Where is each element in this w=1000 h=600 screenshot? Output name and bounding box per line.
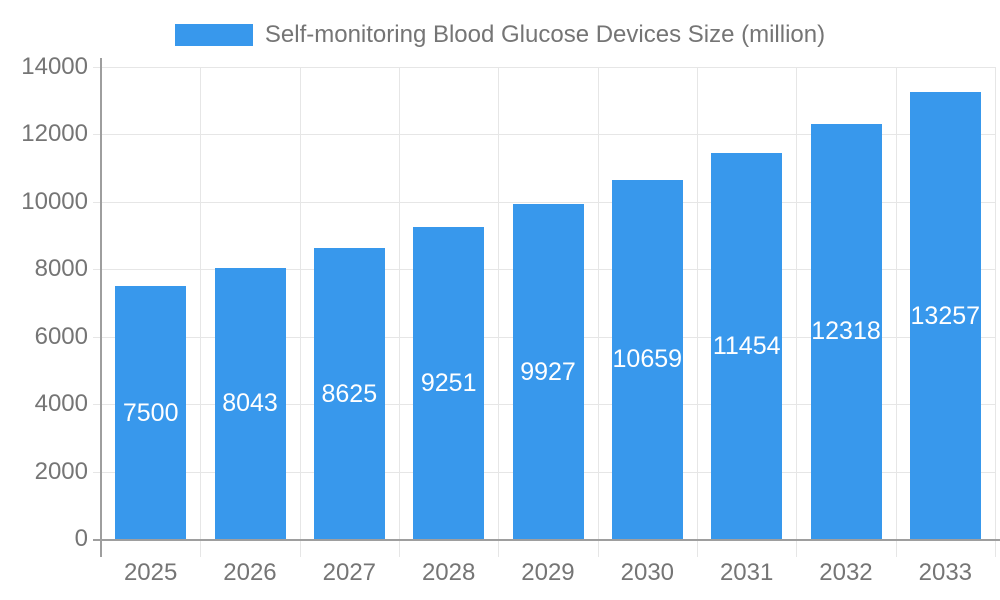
bar[interactable] <box>512 204 584 539</box>
y-tick-label: 6000 <box>34 323 88 350</box>
x-gridline <box>598 67 599 539</box>
y-tick-label: 0 <box>74 525 88 552</box>
bar-value-label: 11454 <box>712 331 781 360</box>
legend-series-label: Self-monitoring Blood Glucose Devices Si… <box>264 21 826 48</box>
x-gridline <box>995 67 996 539</box>
legend: Self-monitoring Blood Glucose Devices Si… <box>0 20 1000 50</box>
bar-value-label: 8625 <box>321 379 378 408</box>
x-tick-label: 2030 <box>620 559 675 586</box>
y-tick-label: 12000 <box>21 120 88 147</box>
x-gridline <box>300 67 301 539</box>
x-tick-label: 2028 <box>421 559 476 586</box>
y-tick-label: 10000 <box>21 188 88 215</box>
x-axis-tick <box>598 541 599 557</box>
bar-value-label: 9251 <box>420 369 477 398</box>
x-axis-line <box>93 539 1000 541</box>
bar[interactable] <box>611 179 683 539</box>
x-gridline <box>896 67 897 539</box>
legend-swatch <box>174 24 253 46</box>
x-axis-tick <box>796 541 797 557</box>
y-tick-label: 4000 <box>34 390 88 417</box>
bar-value-label: 9927 <box>520 357 576 386</box>
bar-value-label: 12318 <box>811 317 881 346</box>
bar[interactable] <box>313 248 385 539</box>
x-tick-label: 2032 <box>819 559 873 586</box>
y-tick-label: 8000 <box>34 255 88 282</box>
y-gridline <box>93 134 995 135</box>
x-axis-tick <box>896 541 897 557</box>
bar-value-label: 10659 <box>612 345 683 374</box>
y-tick-label: 2000 <box>34 458 88 485</box>
y-tick-label: 14000 <box>21 53 88 80</box>
x-axis-tick <box>200 541 201 557</box>
bar[interactable] <box>909 92 981 539</box>
x-axis-tick <box>498 541 499 557</box>
x-axis-tick <box>995 541 996 557</box>
x-tick-label: 2027 <box>322 559 377 586</box>
x-gridline <box>697 67 698 539</box>
bar[interactable] <box>810 123 882 539</box>
x-tick-label: 2033 <box>918 559 973 586</box>
x-gridline <box>200 67 201 539</box>
bar-value-label: 7500 <box>122 398 179 427</box>
bar-value-label: 13257 <box>910 301 981 330</box>
x-gridline <box>399 67 400 539</box>
x-tick-label: 2031 <box>719 559 774 586</box>
x-tick-label: 2026 <box>223 559 277 586</box>
bar[interactable] <box>115 286 187 539</box>
x-gridline <box>796 67 797 539</box>
y-gridline <box>93 67 995 68</box>
bar[interactable] <box>711 152 783 539</box>
x-axis-tick <box>399 541 400 557</box>
y-axis-line <box>100 58 102 557</box>
x-tick-label: 2025 <box>123 559 178 586</box>
x-tick-label: 2029 <box>521 559 575 586</box>
x-gridline <box>498 67 499 539</box>
x-axis-tick <box>697 541 698 557</box>
y-gridline <box>93 202 995 203</box>
x-axis-tick <box>300 541 301 557</box>
bar[interactable] <box>413 227 485 539</box>
bar-value-label: 8043 <box>222 389 278 418</box>
bar[interactable] <box>214 267 286 539</box>
